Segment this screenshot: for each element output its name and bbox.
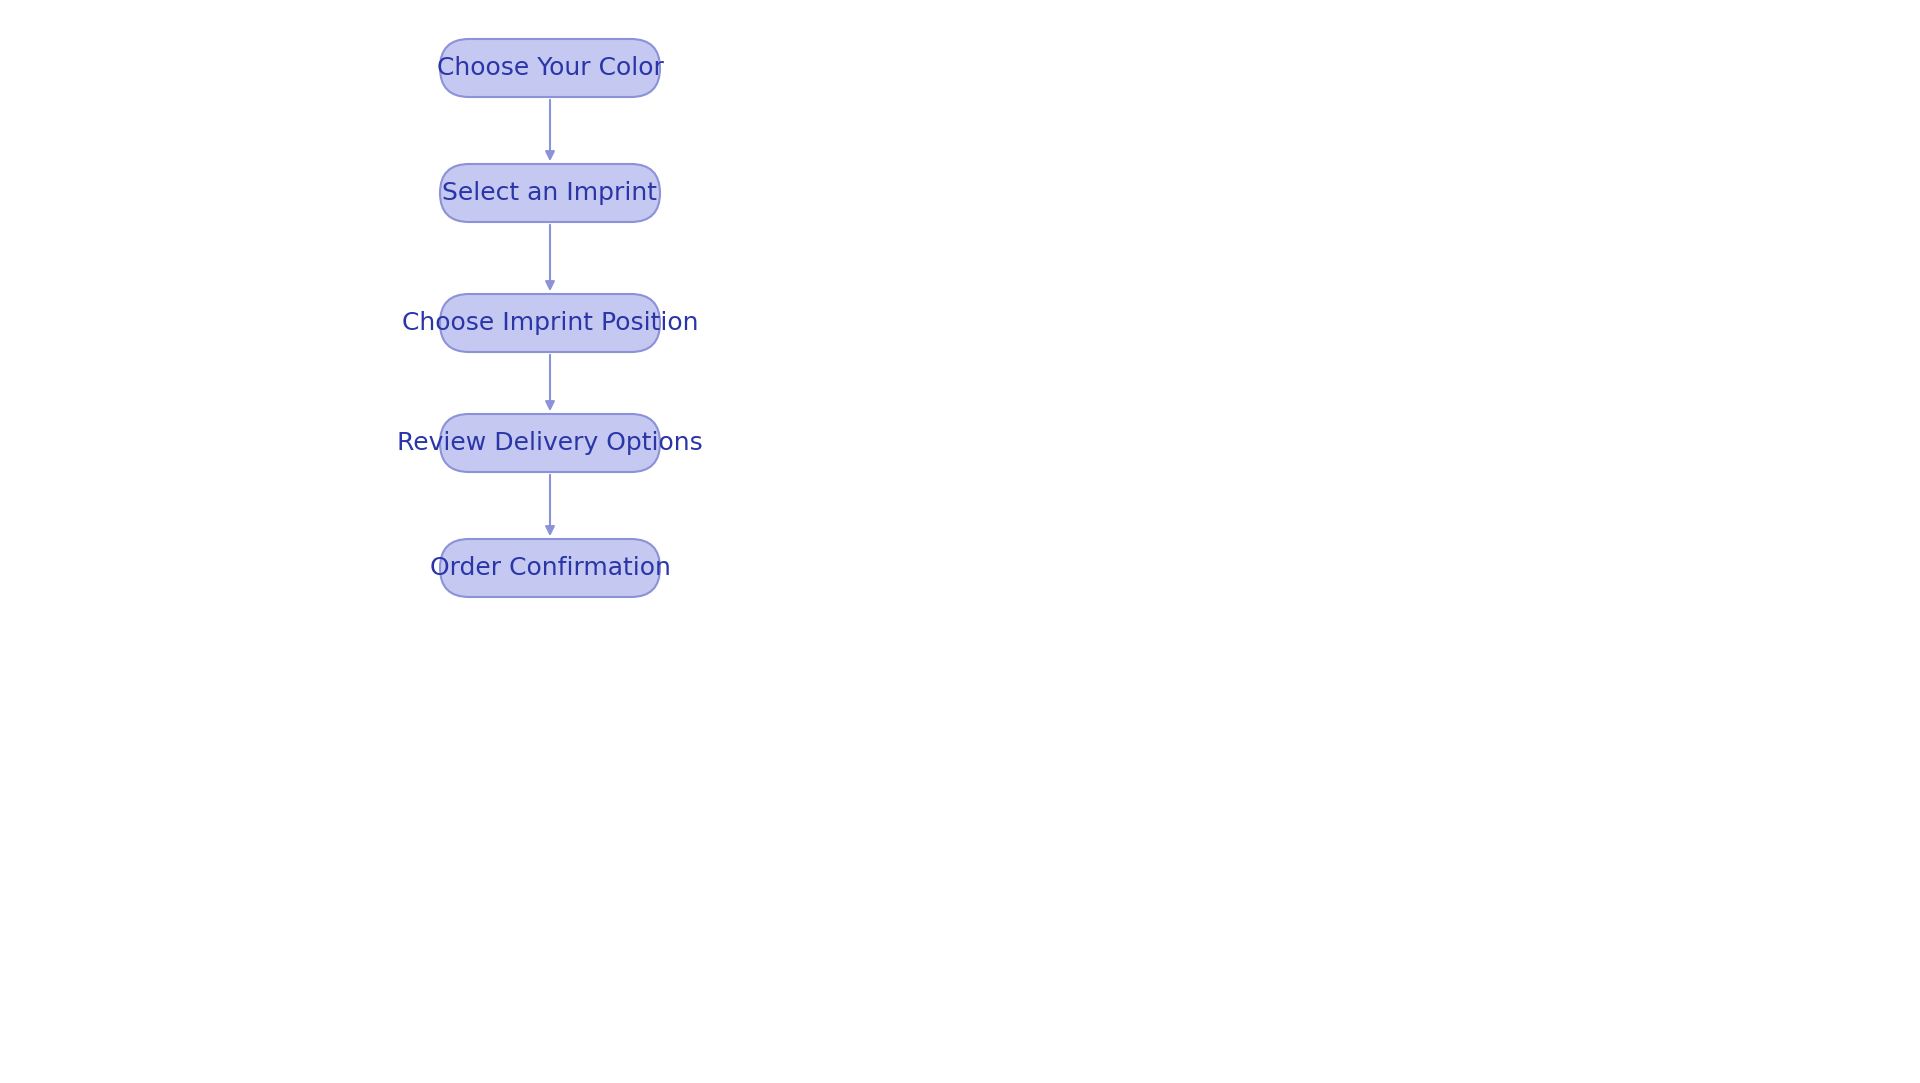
Text: Choose Your Color: Choose Your Color (436, 56, 664, 80)
FancyBboxPatch shape (440, 39, 660, 97)
FancyBboxPatch shape (440, 414, 660, 472)
Text: Review Delivery Options: Review Delivery Options (397, 431, 703, 455)
Text: Order Confirmation: Order Confirmation (430, 556, 670, 580)
FancyBboxPatch shape (440, 164, 660, 222)
Text: Select an Imprint: Select an Imprint (442, 181, 657, 205)
FancyBboxPatch shape (440, 293, 660, 352)
FancyBboxPatch shape (440, 539, 660, 597)
Text: Choose Imprint Position: Choose Imprint Position (401, 311, 699, 335)
